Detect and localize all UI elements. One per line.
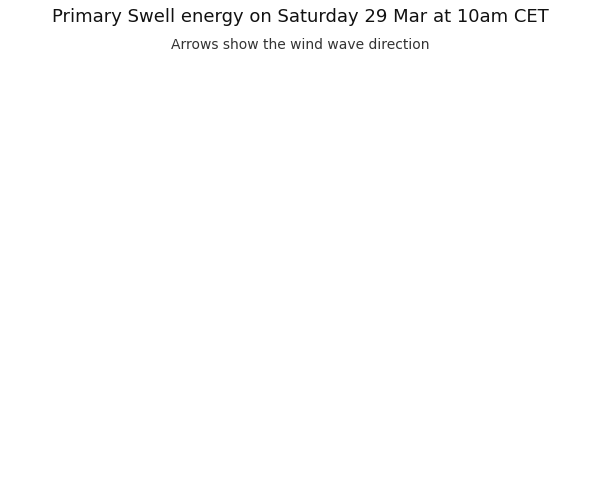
Text: Arrows show the wind wave direction: Arrows show the wind wave direction [171,38,430,52]
Text: Primary Swell energy on Saturday 29 Mar at 10am CET: Primary Swell energy on Saturday 29 Mar … [52,8,549,26]
Text: Map requires cartopy: Map requires cartopy [197,273,404,292]
